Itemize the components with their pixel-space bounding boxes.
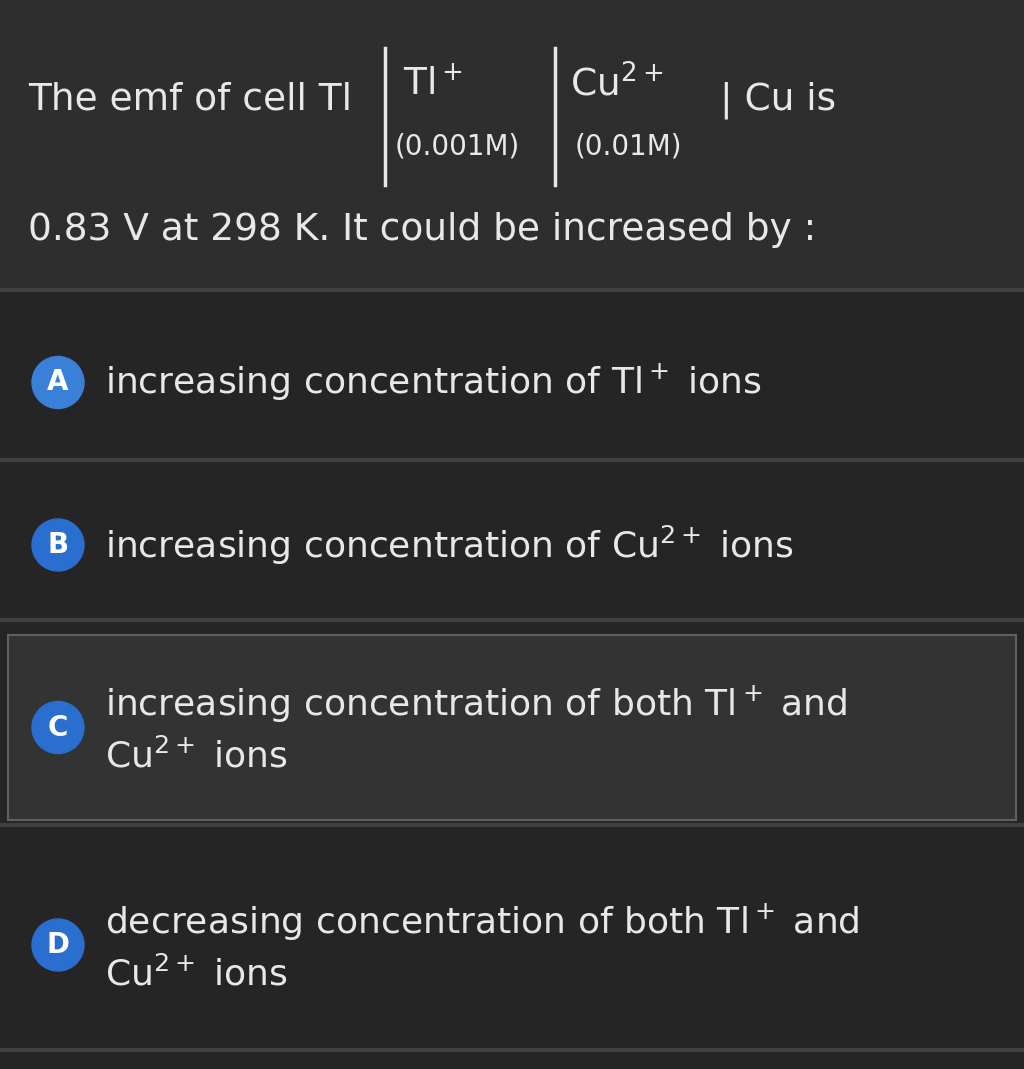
Text: A: A bbox=[47, 369, 69, 397]
Bar bbox=[0, 0, 1024, 290]
Bar bbox=[0, 840, 1024, 1050]
Circle shape bbox=[32, 701, 84, 754]
Text: Cu$^{2+}$ ions: Cu$^{2+}$ ions bbox=[105, 739, 288, 775]
Bar bbox=[8, 635, 1016, 820]
Circle shape bbox=[32, 356, 84, 408]
Text: B: B bbox=[47, 531, 69, 559]
Text: D: D bbox=[46, 931, 70, 959]
Text: increasing concentration of Tl$^+$ ions: increasing concentration of Tl$^+$ ions bbox=[105, 361, 761, 403]
Circle shape bbox=[32, 919, 84, 971]
Text: increasing concentration of both Tl$^+$ and: increasing concentration of both Tl$^+$ … bbox=[105, 684, 848, 725]
Text: C: C bbox=[48, 713, 69, 742]
Text: 0.83 V at 298 K. It could be increased by :: 0.83 V at 298 K. It could be increased b… bbox=[28, 212, 816, 248]
Text: | Cu is: | Cu is bbox=[720, 81, 837, 119]
Text: increasing concentration of Cu$^{2+}$ ions: increasing concentration of Cu$^{2+}$ io… bbox=[105, 524, 794, 567]
Bar bbox=[0, 305, 1024, 460]
Text: Cu$^{2+}$ ions: Cu$^{2+}$ ions bbox=[105, 956, 288, 992]
Text: (0.001M): (0.001M) bbox=[395, 133, 520, 161]
Circle shape bbox=[32, 520, 84, 571]
Bar bbox=[0, 470, 1024, 620]
Text: (0.01M): (0.01M) bbox=[575, 133, 683, 161]
Text: The emf of cell Tl: The emf of cell Tl bbox=[28, 82, 352, 118]
Text: Tl$^+$: Tl$^+$ bbox=[403, 67, 463, 103]
Text: Cu$^{2+}$: Cu$^{2+}$ bbox=[570, 65, 664, 105]
Text: decreasing concentration of both Tl$^+$ and: decreasing concentration of both Tl$^+$ … bbox=[105, 901, 859, 943]
